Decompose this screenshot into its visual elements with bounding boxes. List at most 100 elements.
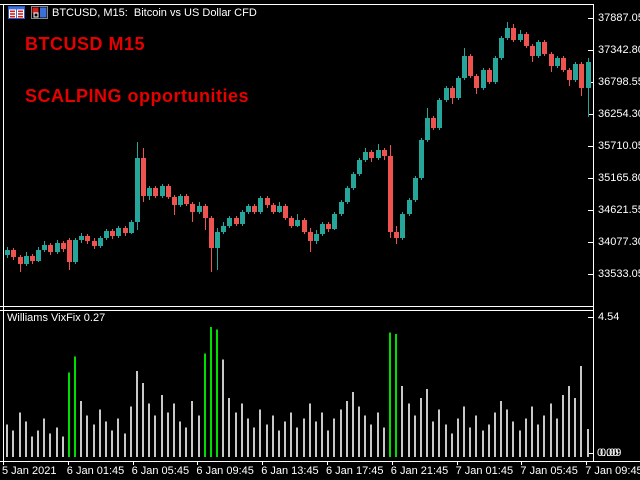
chart-window-icon[interactable]: [31, 6, 48, 19]
candle: [388, 155, 393, 232]
vixfix-bar: [19, 412, 21, 457]
candle: [308, 231, 313, 241]
candle: [295, 219, 300, 226]
price-axis-label: 34621.55: [598, 204, 640, 216]
vixfix-bar: [358, 406, 360, 457]
time-axis-label: 5 Jan 2021: [2, 465, 57, 477]
vixfix-bar: [370, 424, 372, 457]
indicator-last-value-label: 0.09: [600, 447, 622, 459]
candle: [567, 69, 572, 80]
vixfix-bar: [37, 430, 39, 457]
vixfix-bar: [395, 334, 397, 457]
candle: [221, 225, 226, 232]
vixfix-bar: [587, 428, 589, 457]
vixfix-bar: [117, 418, 119, 457]
vixfix-bar: [408, 403, 410, 457]
market-watch-icon[interactable]: [8, 6, 25, 19]
candle: [400, 213, 405, 238]
vixfix-bar: [266, 424, 268, 457]
vixfix-bar: [185, 427, 187, 457]
candle: [586, 61, 591, 88]
vixfix-bar: [86, 415, 88, 457]
vixfix-bar: [31, 436, 33, 457]
price-axis-label: 37887.05: [598, 12, 640, 24]
vixfix-bar: [315, 421, 317, 457]
vixfix-bar: [445, 424, 447, 457]
candle: [178, 195, 183, 205]
candle: [555, 57, 560, 66]
candle: [487, 69, 492, 82]
candle: [11, 249, 16, 257]
candle: [474, 75, 479, 88]
price-axis-label: 34077.30: [598, 236, 640, 248]
vixfix-bar: [550, 403, 552, 457]
candle: [518, 33, 523, 40]
candle: [314, 233, 319, 241]
candle: [190, 203, 195, 212]
time-axis-label: 6 Jan 21:45: [390, 465, 449, 477]
candle: [252, 205, 257, 212]
vixfix-bar: [25, 421, 27, 457]
vixfix-bar: [272, 415, 274, 457]
vixfix-bar: [482, 430, 484, 457]
vixfix-bar: [488, 424, 490, 457]
candle: [67, 239, 72, 262]
time-axis-label: 6 Jan 13:45: [261, 465, 319, 477]
candle: [573, 63, 578, 80]
vixfix-bar: [500, 400, 502, 457]
vixfix-bar: [228, 397, 230, 457]
vixfix-bar: [173, 403, 175, 457]
titlebar: BTCUSD, M15: Bitcoin vs US Dollar CFD: [0, 0, 640, 26]
price-axis-label: 36798.55: [598, 76, 640, 88]
candle: [536, 41, 541, 56]
candle: [135, 157, 140, 222]
candle: [48, 244, 53, 252]
vixfix-bar: [469, 427, 471, 457]
vixfix-bar: [99, 409, 101, 457]
candle: [61, 242, 66, 249]
vixfix-bar: [364, 415, 366, 457]
candle: [85, 235, 90, 241]
candle: [234, 217, 239, 224]
vixfix-bar: [111, 430, 113, 457]
vixfix-bar: [278, 430, 280, 457]
vixfix-bar: [562, 394, 564, 457]
candle: [215, 231, 220, 248]
candle: [363, 151, 368, 160]
vixfix-bar: [414, 415, 416, 457]
vixfix-bar: [401, 385, 403, 457]
vixfix-bar: [537, 424, 539, 457]
candle: [277, 205, 282, 212]
candle: [302, 219, 307, 232]
annotation-scalping-text: SCALPING opportunities: [25, 86, 249, 106]
vixfix-bar: [531, 406, 533, 457]
vixfix-bar: [167, 412, 169, 457]
vixfix-bar: [420, 397, 422, 457]
candle: [345, 187, 350, 202]
vixfix-bar: [580, 366, 582, 457]
candle: [24, 255, 29, 264]
vixfix-bar: [457, 418, 459, 457]
candle: [209, 217, 214, 248]
candle: [265, 197, 270, 205]
vixfix-bar: [210, 326, 212, 457]
candle: [42, 244, 47, 250]
candle: [530, 45, 535, 56]
vixfix-bar: [216, 329, 218, 457]
annotation-symbol-text: BTCUSD M15: [25, 34, 146, 54]
candle: [73, 239, 78, 262]
candle: [542, 41, 547, 54]
vixfix-bar: [204, 353, 206, 457]
candle: [110, 230, 115, 236]
time-axis-label: 7 Jan 01:45: [455, 465, 514, 477]
vixfix-bar: [340, 409, 342, 457]
time-axis-label: 6 Jan 09:45: [196, 465, 254, 477]
vixfix-bar: [321, 412, 323, 457]
vixfix-bar: [80, 400, 82, 457]
vixfix-bar: [309, 403, 311, 457]
vixfix-bar: [235, 412, 237, 457]
candle: [505, 27, 510, 38]
candle: [444, 87, 449, 100]
